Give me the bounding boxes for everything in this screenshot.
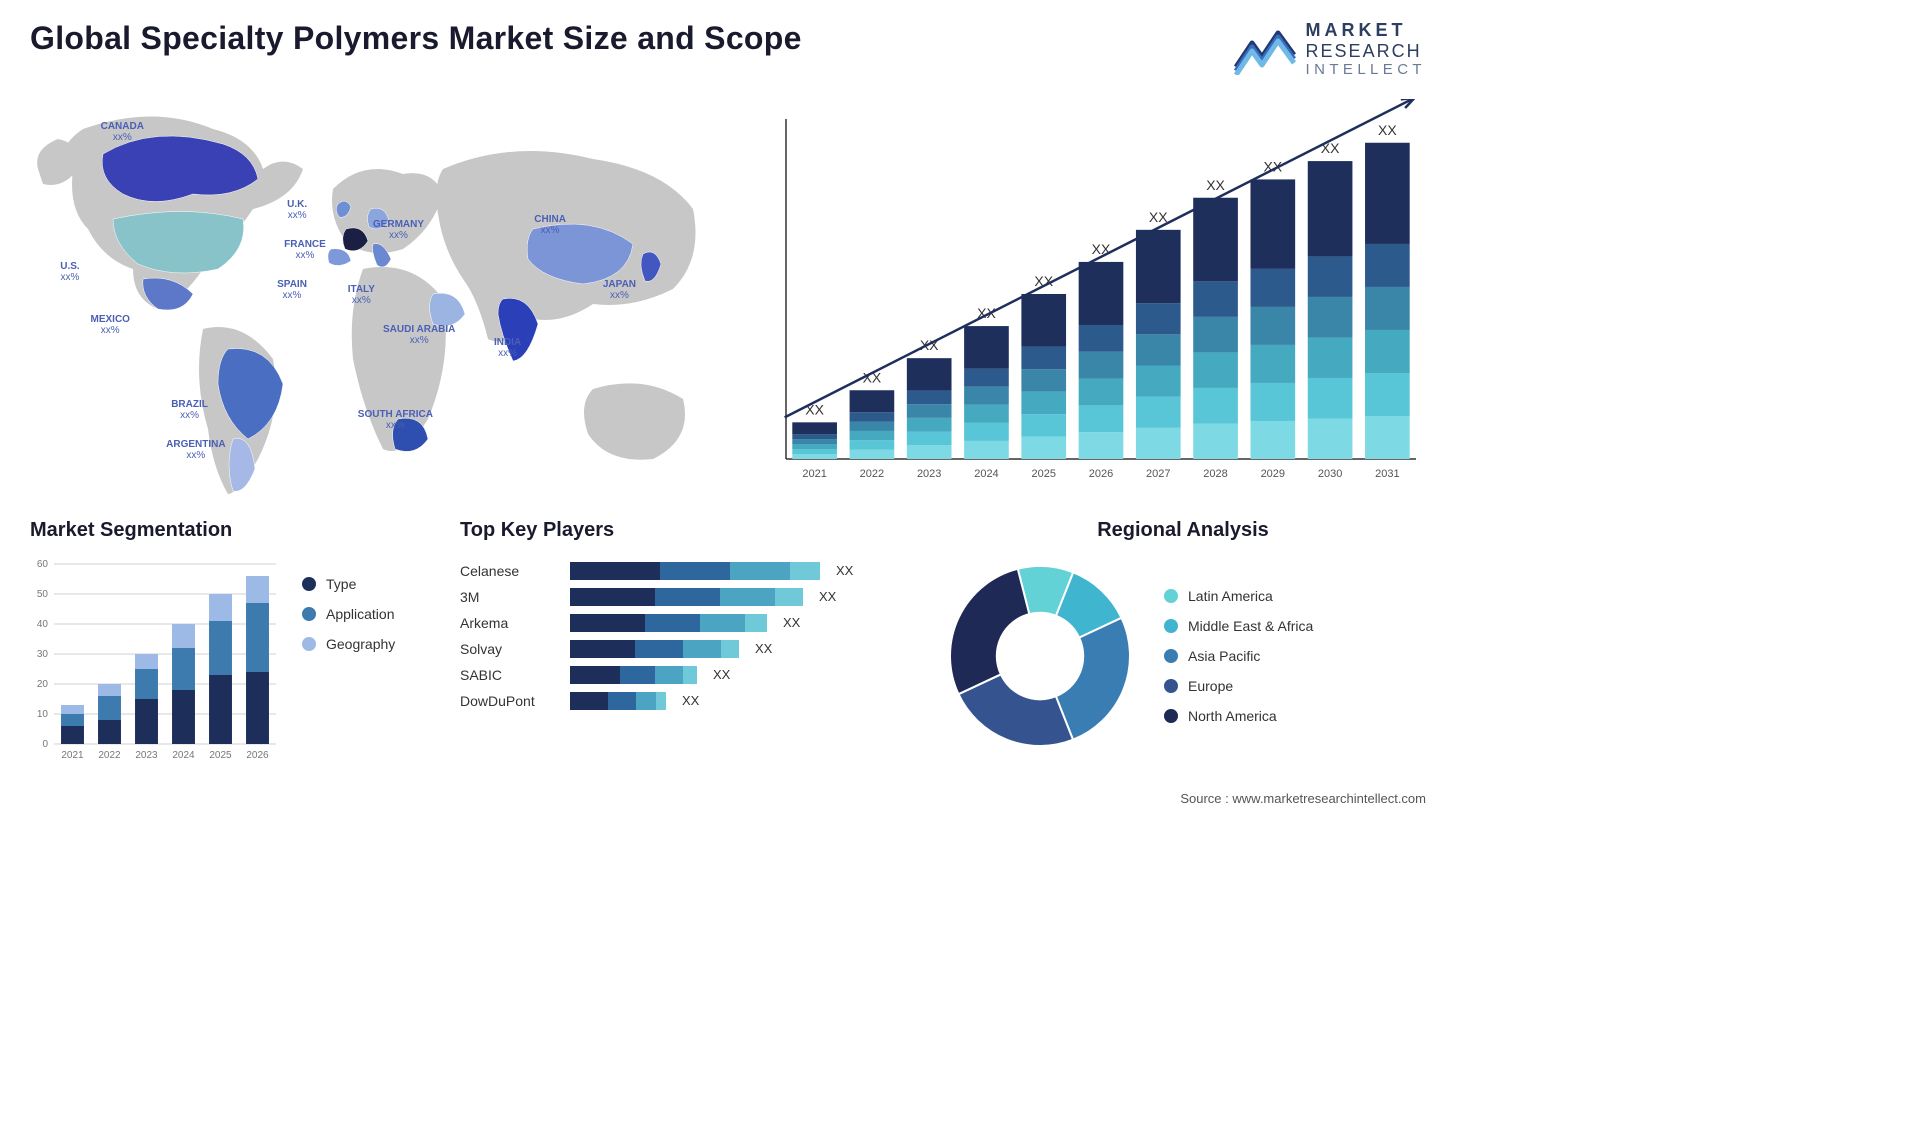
svg-text:40: 40 bbox=[37, 619, 49, 630]
svg-text:XX: XX bbox=[1206, 176, 1225, 192]
svg-text:60: 60 bbox=[37, 559, 49, 570]
player-name: DowDuPont bbox=[460, 693, 560, 709]
player-bar bbox=[570, 640, 739, 658]
svg-text:2028: 2028 bbox=[1203, 468, 1227, 480]
svg-text:2021: 2021 bbox=[61, 750, 84, 761]
logo-text-2: RESEARCH bbox=[1306, 41, 1426, 62]
svg-text:2025: 2025 bbox=[209, 750, 232, 761]
svg-text:20: 20 bbox=[37, 679, 49, 690]
player-row-celanese: Celanese XX bbox=[460, 562, 930, 580]
map-label-china: CHINAxx% bbox=[534, 214, 566, 237]
player-value: XX bbox=[682, 693, 699, 708]
segmentation-chart: 0 10 20 30 40 50 60 2021 2022 2023 2024 2025 2026 bbox=[30, 556, 280, 766]
map-label-mexico: MEXICOxx% bbox=[91, 314, 130, 337]
players-chart: CelaneseXX3MXXArkemaXXSolvayXXSABICXXDow… bbox=[460, 556, 930, 710]
brand-logo: MARKET RESEARCH INTELLECT bbox=[1234, 20, 1426, 79]
player-name: Celanese bbox=[460, 563, 560, 579]
player-value: XX bbox=[755, 641, 772, 656]
map-label-us: U.S.xx% bbox=[60, 261, 79, 284]
map-label-india: INDIAxx% bbox=[494, 337, 521, 360]
player-bar bbox=[570, 588, 803, 606]
world-map: CANADAxx% U.S.xx% MEXICOxx% BRAZILxx% ARGENT… bbox=[30, 99, 736, 499]
svg-text:2022: 2022 bbox=[98, 750, 121, 761]
map-label-spain: SPAINxx% bbox=[277, 279, 307, 302]
page-title: Global Specialty Polymers Market Size an… bbox=[30, 20, 802, 57]
svg-text:2025: 2025 bbox=[1031, 468, 1055, 480]
svg-text:0: 0 bbox=[42, 739, 48, 750]
region-legend-latinamerica: Latin America bbox=[1164, 588, 1313, 604]
seg-legend-type: Type bbox=[302, 576, 395, 592]
map-label-italy: ITALYxx% bbox=[348, 284, 375, 307]
seg-legend-application: Application bbox=[302, 606, 395, 622]
region-legend-asiapacific: Asia Pacific bbox=[1164, 648, 1313, 664]
svg-text:50: 50 bbox=[37, 589, 49, 600]
player-bar bbox=[570, 666, 697, 684]
logo-text-1: MARKET bbox=[1306, 20, 1426, 41]
svg-text:2031: 2031 bbox=[1375, 468, 1399, 480]
map-label-saudiarabia: SAUDI ARABIAxx% bbox=[383, 324, 455, 347]
seg-legend-geography: Geography bbox=[302, 636, 395, 652]
player-row-3m: 3M XX bbox=[460, 588, 930, 606]
svg-text:2023: 2023 bbox=[135, 750, 158, 761]
regional-title: Regional Analysis bbox=[940, 519, 1426, 542]
segmentation-legend: Type Application Geography bbox=[302, 556, 395, 652]
player-name: SABIC bbox=[460, 667, 560, 683]
svg-text:XX: XX bbox=[1378, 121, 1397, 137]
region-legend-middleeastafrica: Middle East & Africa bbox=[1164, 618, 1313, 634]
map-label-germany: GERMANYxx% bbox=[373, 219, 424, 242]
player-bar bbox=[570, 614, 767, 632]
player-row-arkema: Arkema XX bbox=[460, 614, 930, 632]
regional-donut bbox=[940, 556, 1140, 756]
svg-text:2021: 2021 bbox=[802, 468, 826, 480]
player-name: Solvay bbox=[460, 641, 560, 657]
map-label-uk: U.K.xx% bbox=[287, 199, 307, 222]
player-row-sabic: SABIC XX bbox=[460, 666, 930, 684]
svg-text:2024: 2024 bbox=[974, 468, 998, 480]
svg-text:2029: 2029 bbox=[1261, 468, 1285, 480]
map-label-brazil: BRAZILxx% bbox=[171, 399, 208, 422]
source-text: Source : www.marketresearchintellect.com bbox=[1180, 791, 1426, 806]
region-legend-europe: Europe bbox=[1164, 678, 1313, 694]
player-row-solvay: Solvay XX bbox=[460, 640, 930, 658]
svg-text:2030: 2030 bbox=[1318, 468, 1342, 480]
player-bar bbox=[570, 692, 666, 710]
map-label-southafrica: SOUTH AFRICAxx% bbox=[358, 409, 433, 432]
player-name: Arkema bbox=[460, 615, 560, 631]
player-value: XX bbox=[783, 615, 800, 630]
region-legend-northamerica: North America bbox=[1164, 708, 1313, 724]
svg-text:XX: XX bbox=[1149, 208, 1168, 224]
map-label-france: FRANCExx% bbox=[284, 239, 326, 262]
logo-text-3: INTELLECT bbox=[1306, 61, 1426, 78]
regional-legend: Latin America Middle East & Africa Asia Pa… bbox=[1164, 588, 1313, 724]
logo-swoosh-icon bbox=[1234, 23, 1296, 75]
svg-text:XX: XX bbox=[805, 401, 824, 417]
map-label-argentina: ARGENTINAxx% bbox=[166, 439, 225, 462]
svg-text:XX: XX bbox=[1321, 140, 1340, 156]
player-bar bbox=[570, 562, 820, 580]
player-value: XX bbox=[836, 563, 853, 578]
map-label-japan: JAPANxx% bbox=[603, 279, 636, 302]
players-title: Top Key Players bbox=[460, 519, 930, 542]
player-value: XX bbox=[819, 589, 836, 604]
svg-text:2023: 2023 bbox=[917, 468, 941, 480]
svg-text:10: 10 bbox=[37, 709, 49, 720]
segmentation-title: Market Segmentation bbox=[30, 519, 450, 542]
map-label-canada: CANADAxx% bbox=[101, 121, 144, 144]
svg-text:2027: 2027 bbox=[1146, 468, 1170, 480]
svg-text:2026: 2026 bbox=[1089, 468, 1113, 480]
svg-text:2024: 2024 bbox=[172, 750, 195, 761]
growth-chart: XX2021XX2022XX2023XX2024XX2025XX2026XX20… bbox=[766, 99, 1426, 499]
svg-text:2026: 2026 bbox=[246, 750, 269, 761]
svg-text:2022: 2022 bbox=[860, 468, 884, 480]
player-row-dowdupont: DowDuPont XX bbox=[460, 692, 930, 710]
svg-text:30: 30 bbox=[37, 649, 49, 660]
player-name: 3M bbox=[460, 589, 560, 605]
player-value: XX bbox=[713, 667, 730, 682]
